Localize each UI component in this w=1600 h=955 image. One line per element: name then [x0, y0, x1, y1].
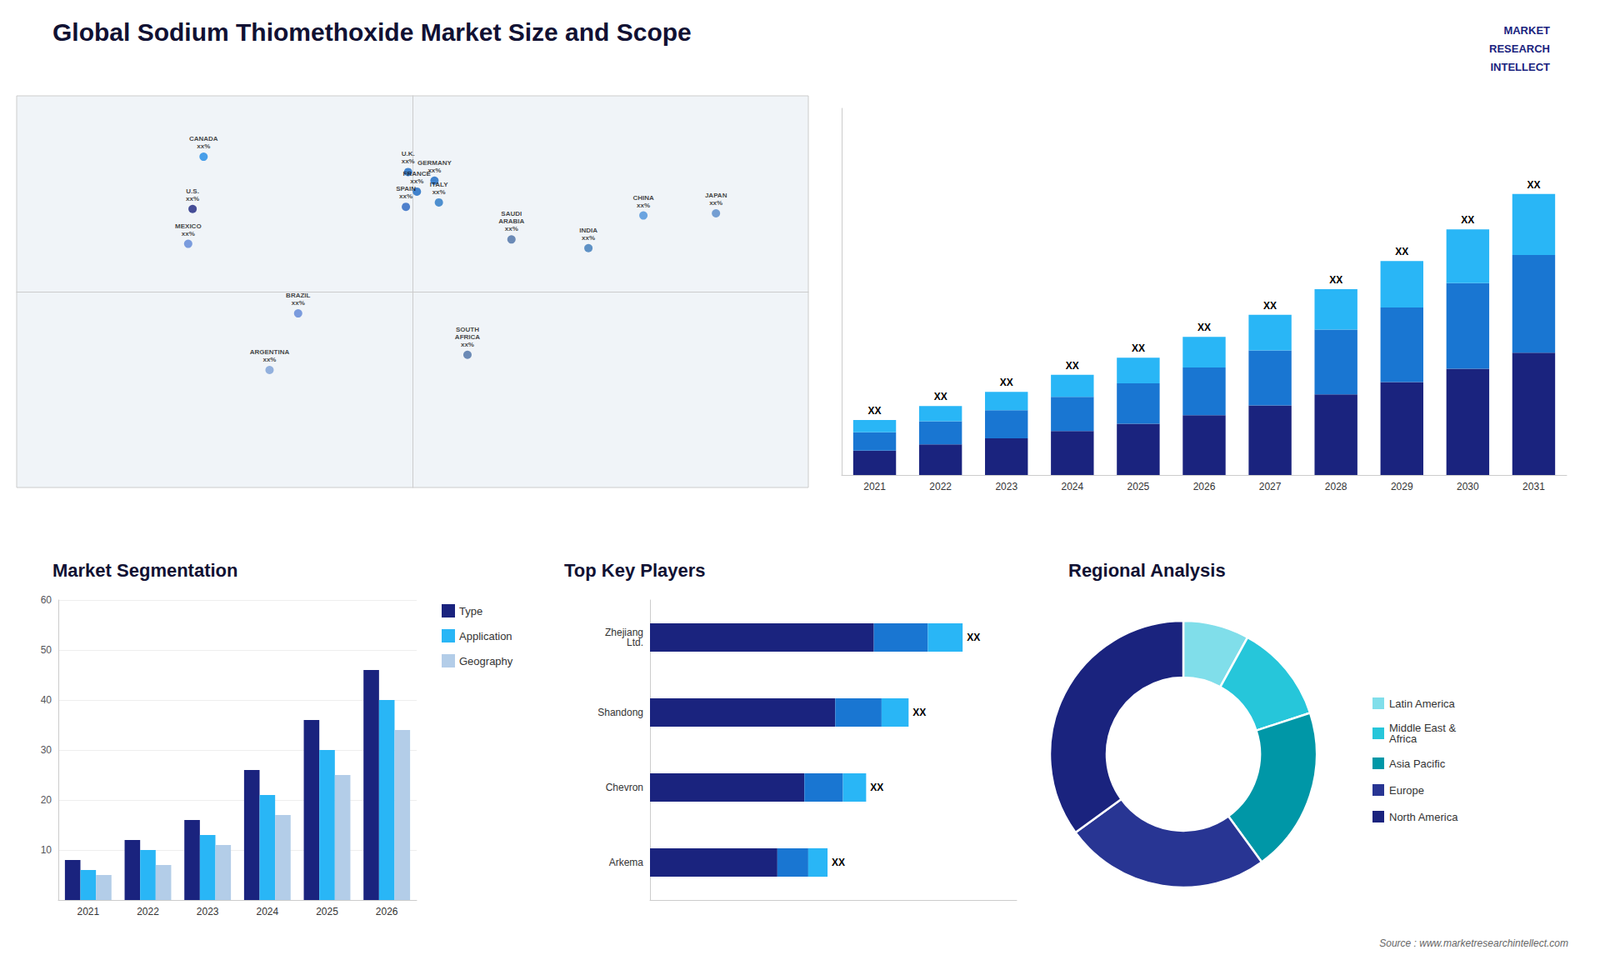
svg-text:xx%: xx%	[636, 201, 650, 210]
svg-text:Africa: Africa	[1389, 732, 1418, 745]
svg-text:60: 60	[40, 594, 53, 606]
svg-text:2025: 2025	[315, 905, 339, 918]
svg-text:JAPAN: JAPAN	[705, 191, 728, 200]
svg-text:xx%: xx%	[196, 142, 210, 150]
svg-text:xx%: xx%	[185, 195, 200, 203]
svg-text:2024: 2024	[1060, 480, 1084, 493]
svg-text:50: 50	[40, 644, 53, 656]
svg-text:XX: XX	[1000, 376, 1014, 389]
svg-text:INDIA: INDIA	[579, 226, 598, 235]
svg-text:XX: XX	[1131, 342, 1145, 355]
svg-text:CANADA: CANADA	[189, 135, 219, 143]
svg-text:Type: Type	[459, 605, 483, 618]
svg-text:xx%: xx%	[709, 199, 723, 207]
svg-text:XX: XX	[1263, 300, 1277, 312]
svg-text:Latin America: Latin America	[1389, 697, 1456, 710]
svg-text:ARGENTINA: ARGENTINA	[250, 348, 290, 356]
svg-text:AFRICA: AFRICA	[455, 333, 480, 341]
svg-text:2027: 2027	[1259, 480, 1282, 493]
svg-text:Zhejiang: Zhejiang	[605, 626, 644, 639]
svg-text:XX: XX	[831, 856, 845, 869]
svg-text:XX: XX	[966, 631, 980, 644]
svg-text:XX: XX	[1065, 360, 1080, 372]
svg-text:SPAIN: SPAIN	[395, 185, 416, 193]
svg-text:2024: 2024	[255, 905, 279, 918]
svg-text:Market Segmentation: Market Segmentation	[52, 560, 239, 581]
svg-text:2021: 2021	[76, 905, 100, 918]
svg-text:XX: XX	[1197, 321, 1211, 334]
svg-text:Geography: Geography	[459, 655, 514, 668]
svg-text:XX: XX	[1526, 179, 1540, 191]
svg-text:xx%: xx%	[291, 299, 305, 307]
svg-text:MARKET: MARKET	[1503, 24, 1550, 37]
svg-text:Application: Application	[459, 630, 513, 643]
svg-text:ARABIA: ARABIA	[498, 217, 525, 225]
svg-text:xx%: xx%	[432, 188, 446, 196]
svg-text:XX: XX	[934, 390, 948, 403]
svg-text:North America: North America	[1389, 810, 1459, 824]
svg-text:2029: 2029	[1390, 480, 1414, 493]
svg-text:xx%: xx%	[581, 234, 595, 242]
svg-text:MEXICO: MEXICO	[175, 222, 202, 230]
svg-text:10: 10	[40, 844, 53, 856]
svg-text:SOUTH: SOUTH	[455, 325, 480, 334]
svg-text:2023: 2023	[995, 480, 1018, 493]
svg-text:xx%: xx%	[427, 166, 441, 175]
svg-text:U.S.: U.S.	[185, 187, 200, 195]
svg-text:XX: XX	[1329, 274, 1343, 286]
svg-text:Shandong: Shandong	[597, 706, 644, 719]
svg-text:Top Key Players: Top Key Players	[564, 560, 706, 581]
svg-text:Source : www.marketresearchint: Source : www.marketresearchintellect.com	[1379, 937, 1569, 950]
svg-text:Arkema: Arkema	[609, 856, 645, 869]
svg-text:SAUDI: SAUDI	[500, 210, 522, 218]
svg-text:XX: XX	[912, 706, 926, 719]
svg-text:2030: 2030	[1456, 480, 1480, 493]
svg-text:2023: 2023	[196, 905, 220, 918]
svg-text:U.K.: U.K.	[401, 150, 415, 158]
svg-text:2026: 2026	[1193, 480, 1216, 493]
svg-text:xx%: xx%	[401, 157, 415, 165]
svg-text:2026: 2026	[375, 905, 399, 918]
svg-text:xx%: xx%	[410, 177, 424, 185]
svg-text:XX: XX	[870, 781, 884, 794]
svg-text:20: 20	[40, 794, 53, 806]
svg-text:XX: XX	[1460, 214, 1475, 226]
svg-text:Middle East &: Middle East &	[1389, 721, 1456, 735]
svg-text:RESEARCH: RESEARCH	[1489, 42, 1550, 55]
svg-text:INTELLECT: INTELLECT	[1490, 60, 1551, 74]
svg-text:Asia Pacific: Asia Pacific	[1389, 757, 1446, 770]
svg-text:Europe: Europe	[1389, 784, 1425, 797]
svg-text:2022: 2022	[136, 905, 160, 918]
svg-text:GERMANY: GERMANY	[417, 159, 453, 167]
svg-text:2022: 2022	[929, 480, 952, 493]
svg-text:xx%: xx%	[262, 355, 276, 364]
svg-text:40: 40	[40, 694, 53, 706]
svg-text:2025: 2025	[1127, 480, 1150, 493]
svg-text:xx%: xx%	[399, 192, 413, 200]
svg-text:CHINA: CHINA	[632, 194, 655, 202]
svg-text:2021: 2021	[863, 480, 886, 493]
svg-text:BRAZIL: BRAZIL	[285, 291, 310, 300]
svg-text:ITALY: ITALY	[430, 180, 449, 189]
svg-text:30: 30	[40, 744, 53, 756]
svg-text:XX: XX	[1395, 245, 1409, 258]
svg-text:xx%: xx%	[181, 230, 195, 238]
svg-text:2028: 2028	[1325, 480, 1348, 493]
svg-text:Chevron: Chevron	[605, 781, 644, 794]
svg-text:XX: XX	[868, 405, 882, 417]
svg-text:Regional Analysis: Regional Analysis	[1068, 560, 1226, 581]
svg-text:2031: 2031	[1522, 480, 1545, 493]
svg-text:Ltd.: Ltd.	[626, 636, 644, 649]
svg-text:xx%: xx%	[460, 340, 475, 349]
svg-text:Global Sodium Thiomethoxide Ma: Global Sodium Thiomethoxide Market Size …	[52, 18, 692, 46]
svg-text:FRANCE: FRANCE	[403, 169, 431, 178]
svg-text:xx%: xx%	[505, 225, 519, 233]
